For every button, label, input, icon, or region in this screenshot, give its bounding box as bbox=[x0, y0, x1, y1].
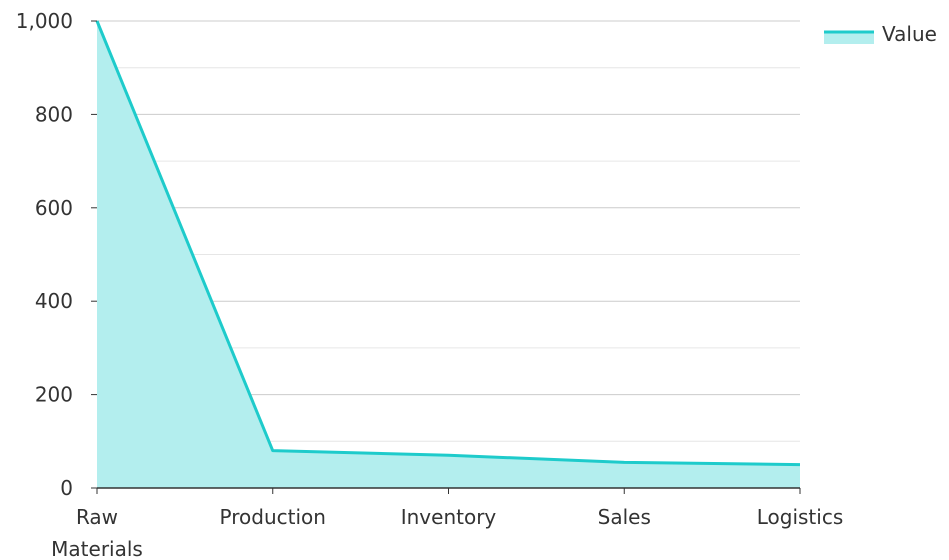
y-tick-label: 800 bbox=[35, 102, 73, 126]
legend-label: Value bbox=[882, 22, 937, 46]
x-tick-label: Logistics bbox=[757, 505, 844, 529]
series-layer bbox=[95, 20, 801, 488]
y-axis-tick-labels: 0 200 400 600 800 1,000 bbox=[16, 9, 73, 500]
x-tick-label: Sales bbox=[598, 505, 651, 529]
x-tick-label: Production bbox=[220, 505, 326, 529]
y-tick-label: 1,000 bbox=[16, 9, 73, 33]
y-tick-label: 400 bbox=[35, 289, 73, 313]
x-tick-label: Raw Materials bbox=[51, 505, 143, 560]
series-area-fill bbox=[97, 21, 800, 488]
y-tick-label: 600 bbox=[35, 196, 73, 220]
y-tick-label: 0 bbox=[60, 476, 73, 500]
series-line bbox=[95, 20, 801, 467]
axes bbox=[91, 20, 801, 494]
legend: Value bbox=[824, 22, 937, 46]
legend-swatch-fill bbox=[824, 32, 874, 44]
y-tick-label: 200 bbox=[35, 383, 73, 407]
x-tick-label: Inventory bbox=[401, 505, 497, 529]
x-axis-tick-labels: Raw Materials Production Inventory Sales Logi… bbox=[51, 505, 843, 560]
